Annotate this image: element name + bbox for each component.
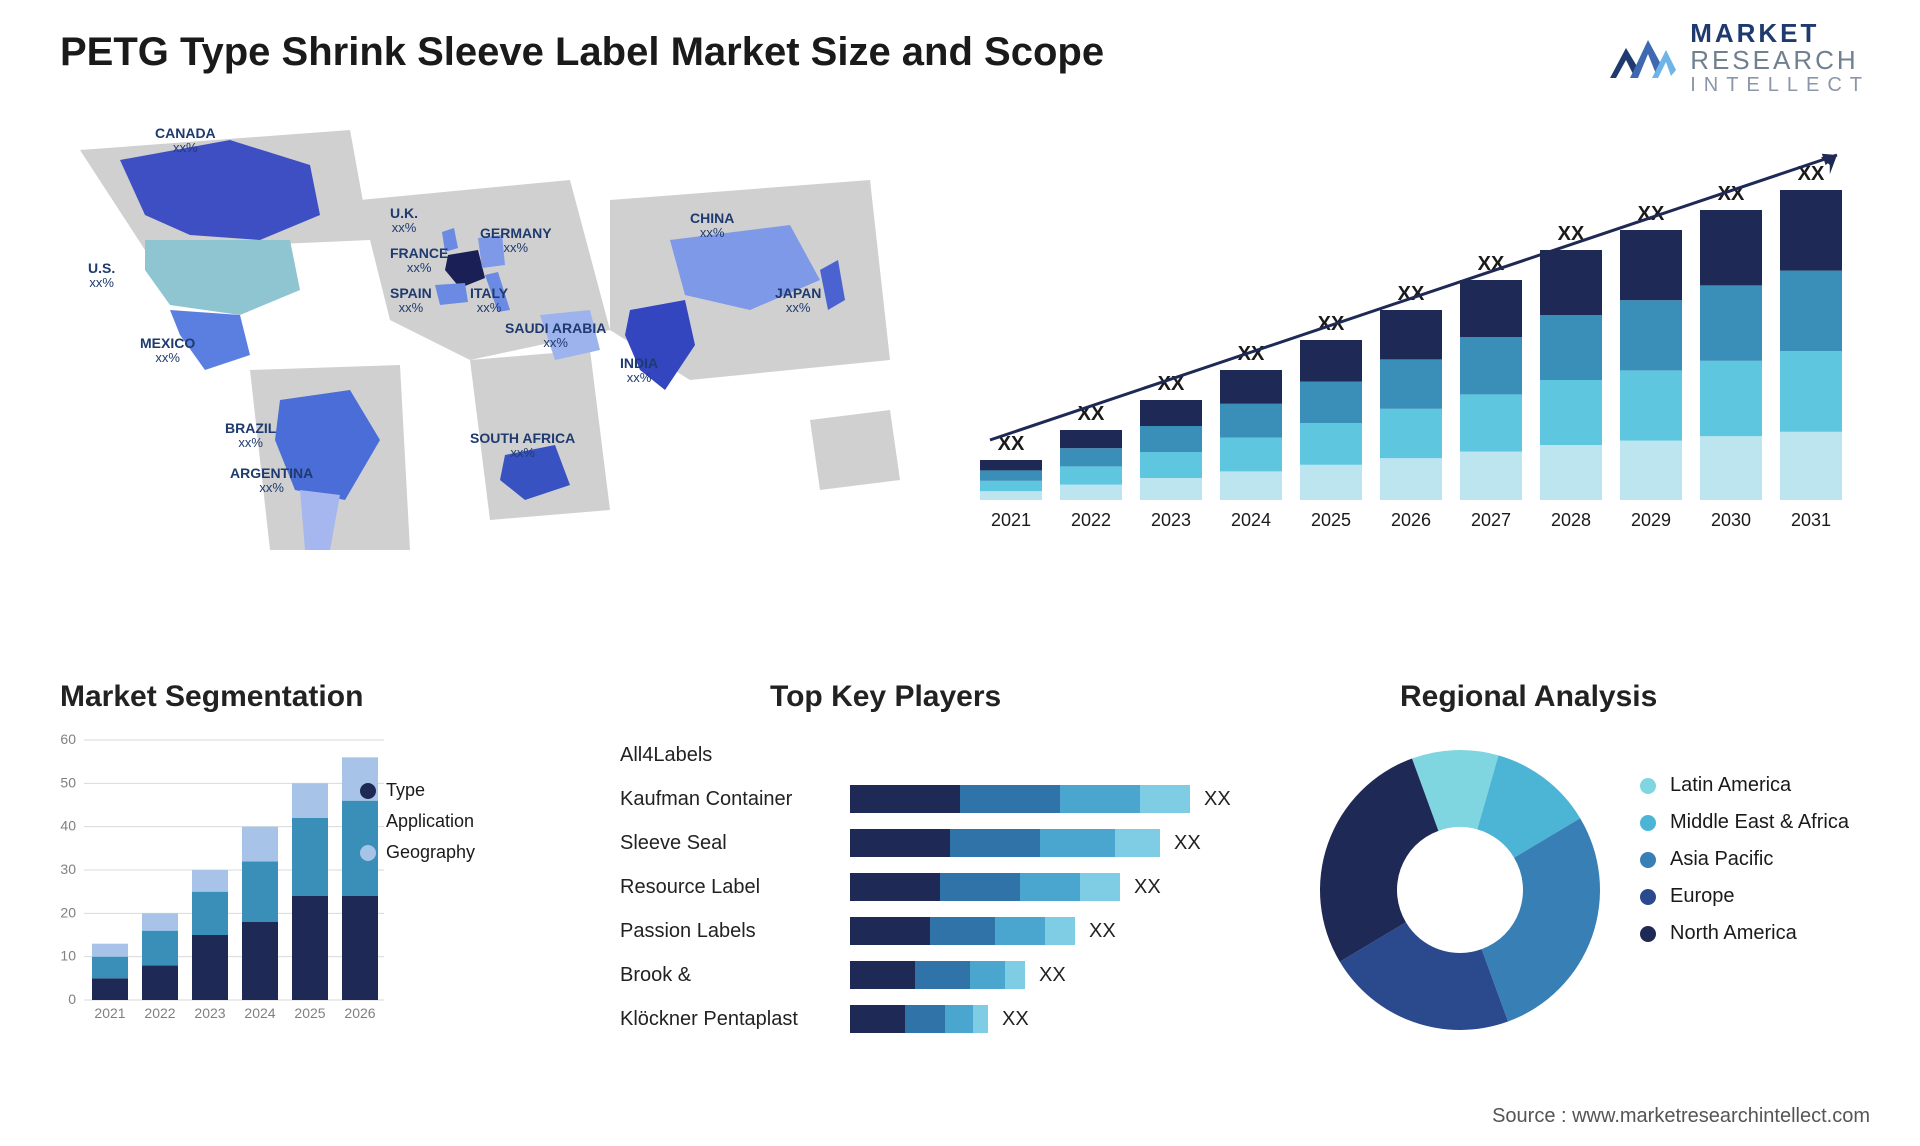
map-label-germany: GERMANYxx%: [480, 225, 552, 256]
regional-legend: Latin America Middle East & Africa Asia Pa…: [1640, 760, 1849, 959]
svg-text:40: 40: [60, 818, 76, 834]
map-label-mexico: MEXICOxx%: [140, 335, 195, 366]
player-row: Resource Label XX: [620, 872, 1260, 902]
map-label-india: INDIAxx%: [620, 355, 658, 386]
player-bar: [850, 829, 1160, 857]
player-bar: [850, 785, 1190, 813]
player-bar: [850, 917, 1075, 945]
seg-legend-item: Geography: [360, 842, 475, 863]
player-name: All4Labels: [620, 744, 850, 767]
svg-text:2023: 2023: [1151, 510, 1191, 530]
svg-text:2030: 2030: [1711, 510, 1751, 530]
player-value: XX: [1204, 788, 1231, 811]
region-legend-item: Latin America: [1640, 774, 1849, 797]
svg-text:2021: 2021: [991, 510, 1031, 530]
map-label-china: CHINAxx%: [690, 210, 734, 241]
svg-text:0: 0: [68, 991, 76, 1007]
svg-text:10: 10: [60, 948, 76, 964]
player-name: Passion Labels: [620, 920, 850, 943]
svg-text:2021: 2021: [94, 1005, 125, 1021]
svg-text:50: 50: [60, 774, 76, 790]
svg-text:30: 30: [60, 861, 76, 877]
logo-text: MARKET RESEARCH INTELLECT: [1690, 20, 1870, 96]
region-legend-item: North America: [1640, 922, 1849, 945]
map-label-spain: SPAINxx%: [390, 285, 432, 316]
player-name: Kaufman Container: [620, 788, 850, 811]
region-legend-item: Europe: [1640, 885, 1849, 908]
segmentation-heading: Market Segmentation: [60, 680, 363, 714]
player-row: Kaufman Container XX: [620, 784, 1260, 814]
key-players-heading: Top Key Players: [770, 680, 1001, 714]
player-row: Klöckner Pentaplast XX: [620, 1004, 1260, 1034]
map-label-southafrica: SOUTH AFRICAxx%: [470, 430, 575, 461]
player-value: XX: [1039, 964, 1066, 987]
svg-text:2024: 2024: [244, 1005, 275, 1021]
logo-mark-icon: [1608, 28, 1678, 88]
player-bar: [850, 961, 1025, 989]
player-value: XX: [1089, 920, 1116, 943]
player-row: Sleeve Seal XX: [620, 828, 1260, 858]
svg-text:2027: 2027: [1471, 510, 1511, 530]
svg-text:2024: 2024: [1231, 510, 1271, 530]
map-label-japan: JAPANxx%: [775, 285, 821, 316]
region-legend-item: Middle East & Africa: [1640, 811, 1849, 834]
map-label-france: FRANCExx%: [390, 245, 448, 276]
player-row: Brook & XX: [620, 960, 1260, 990]
map-label-brazil: BRAZILxx%: [225, 420, 276, 451]
player-bar: [850, 1005, 988, 1033]
logo-line1: MARKET: [1690, 20, 1870, 47]
player-name: Sleeve Seal: [620, 832, 850, 855]
player-row: Passion Labels XX: [620, 916, 1260, 946]
svg-text:2028: 2028: [1551, 510, 1591, 530]
brand-logo: MARKET RESEARCH INTELLECT: [1608, 20, 1870, 96]
regional-heading: Regional Analysis: [1400, 680, 1657, 714]
svg-text:2022: 2022: [1071, 510, 1111, 530]
logo-line2: RESEARCH: [1690, 47, 1870, 74]
player-name: Brook &: [620, 964, 850, 987]
svg-text:2023: 2023: [194, 1005, 225, 1021]
svg-text:20: 20: [60, 904, 76, 920]
key-players-chart: All4LabelsKaufman ContainerXXSleeve Seal…: [620, 720, 1260, 1080]
svg-text:60: 60: [60, 731, 76, 747]
logo-line3: INTELLECT: [1690, 75, 1870, 96]
player-name: Resource Label: [620, 876, 850, 899]
player-value: XX: [1174, 832, 1201, 855]
map-label-saudiarabia: SAUDI ARABIAxx%: [505, 320, 606, 351]
main-bar-chart: XX2021XX2022XX2023XX2024XX2025XX2026XX20…: [960, 130, 1860, 560]
svg-text:2026: 2026: [344, 1005, 375, 1021]
svg-text:2022: 2022: [144, 1005, 175, 1021]
svg-text:2031: 2031: [1791, 510, 1831, 530]
region-legend-item: Asia Pacific: [1640, 848, 1849, 871]
map-label-argentina: ARGENTINAxx%: [230, 465, 313, 496]
player-name: Klöckner Pentaplast: [620, 1008, 850, 1031]
regional-donut: [1300, 730, 1620, 1050]
svg-text:2025: 2025: [294, 1005, 325, 1021]
player-row: All4Labels: [620, 740, 1260, 770]
map-label-canada: CANADAxx%: [155, 125, 216, 156]
segmentation-legend: Type Application Geography: [360, 770, 475, 873]
world-map: CANADAxx% U.S.xx% MEXICOxx% BRAZILxx% ARGENT…: [50, 120, 910, 560]
svg-text:2026: 2026: [1391, 510, 1431, 530]
player-value: XX: [1134, 876, 1161, 899]
source-text: Source : www.marketresearchintellect.com: [1492, 1105, 1870, 1128]
segmentation-chart: 0 10 20 30 40 50 60 2021 2022 2023 2024 2025 2026: [50, 720, 570, 1060]
map-label-us: U.S.xx%: [88, 260, 115, 291]
player-bar: [850, 873, 1120, 901]
seg-legend-item: Type: [360, 780, 475, 801]
seg-legend-item: Application: [360, 811, 475, 832]
map-label-italy: ITALYxx%: [470, 285, 508, 316]
svg-text:2029: 2029: [1631, 510, 1671, 530]
svg-text:2025: 2025: [1311, 510, 1351, 530]
page-title: PETG Type Shrink Sleeve Label Market Siz…: [60, 30, 1104, 75]
player-value: XX: [1002, 1008, 1029, 1031]
map-label-uk: U.K.xx%: [390, 205, 418, 236]
